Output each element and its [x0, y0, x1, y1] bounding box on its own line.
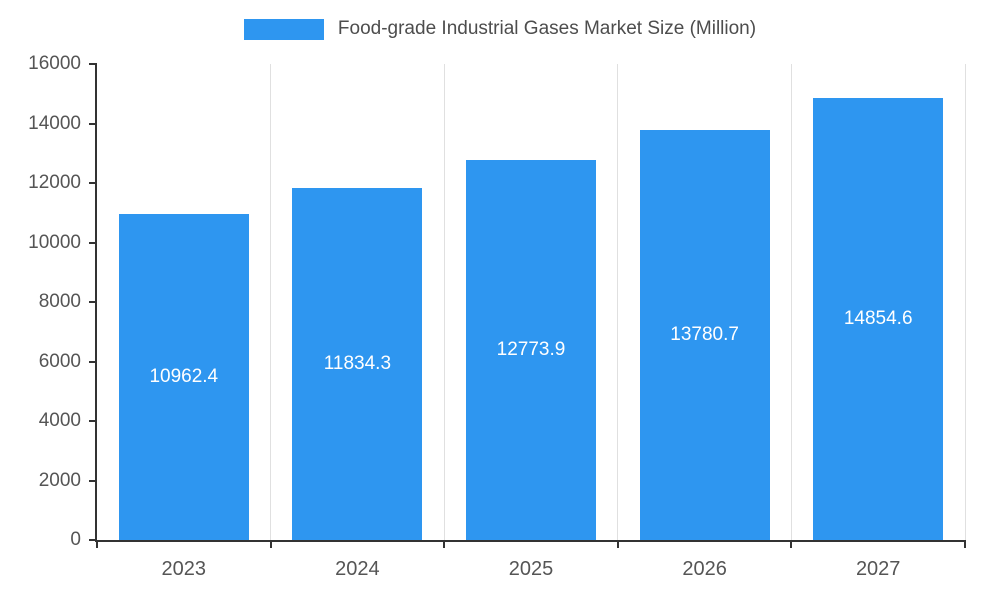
bar-value-label: 13780.7	[670, 324, 739, 346]
x-axis-label: 2023	[161, 558, 207, 580]
y-tick-label: 8000	[38, 291, 81, 312]
y-tick-label: 2000	[38, 469, 81, 491]
x-tick-mark	[616, 540, 619, 548]
x-tick-mark	[790, 540, 793, 548]
bar: 13780.7	[639, 130, 770, 540]
y-tick-mark	[89, 122, 97, 125]
bar: 11834.3	[292, 187, 423, 540]
y-tick-label: 16000	[28, 53, 81, 74]
gridline	[790, 64, 792, 540]
x-tick-mark	[269, 540, 272, 548]
x-tick-mark	[964, 540, 966, 548]
x-tick-mark	[96, 540, 98, 548]
legend-swatch[interactable]	[243, 18, 324, 40]
y-tick-mark	[89, 182, 97, 184]
gridline	[617, 64, 619, 540]
chart-legend[interactable]: Food-grade Industrial Gases Market Size …	[0, 18, 1000, 40]
x-axis-label: 2024	[335, 558, 380, 580]
bar-value-label: 11834.3	[323, 352, 392, 374]
x-tick-mark	[443, 540, 446, 548]
bar-value-label: 14854.6	[843, 308, 913, 330]
y-tick-label: 14000	[28, 112, 81, 134]
gridline	[270, 64, 272, 540]
y-tick-label: 0	[70, 529, 81, 550]
y-tick-label: 4000	[38, 410, 81, 431]
x-axis-label: 2027	[855, 558, 901, 580]
y-tick-label: 10000	[28, 231, 81, 253]
y-tick-mark	[89, 420, 97, 422]
y-tick-mark	[89, 360, 97, 363]
y-tick-label: 6000	[38, 350, 81, 372]
chart-title: Food-grade Industrial Gases Market Size …	[337, 18, 757, 39]
gridline	[443, 64, 445, 540]
bar: 14854.6	[813, 98, 944, 540]
gridline	[964, 64, 966, 540]
bar-value-label: 12773.9	[496, 338, 566, 360]
plot-area: 0 2000 4000 6000 8000 10000 12000 14000 16000 109…	[28, 53, 966, 580]
y-tick-label: 12000	[28, 172, 81, 193]
y-tick-mark	[89, 479, 97, 482]
y-tick-mark	[89, 301, 97, 303]
y-tick-mark	[89, 539, 97, 541]
bar: 10962.4	[118, 213, 249, 540]
x-axis-label: 2026	[682, 558, 727, 580]
y-tick-mark	[89, 241, 97, 244]
bar-value-label: 10962.4	[149, 365, 219, 387]
y-tick-mark	[89, 63, 97, 65]
x-axis-label: 2025	[508, 558, 554, 580]
bar: 12773.9	[465, 159, 597, 540]
